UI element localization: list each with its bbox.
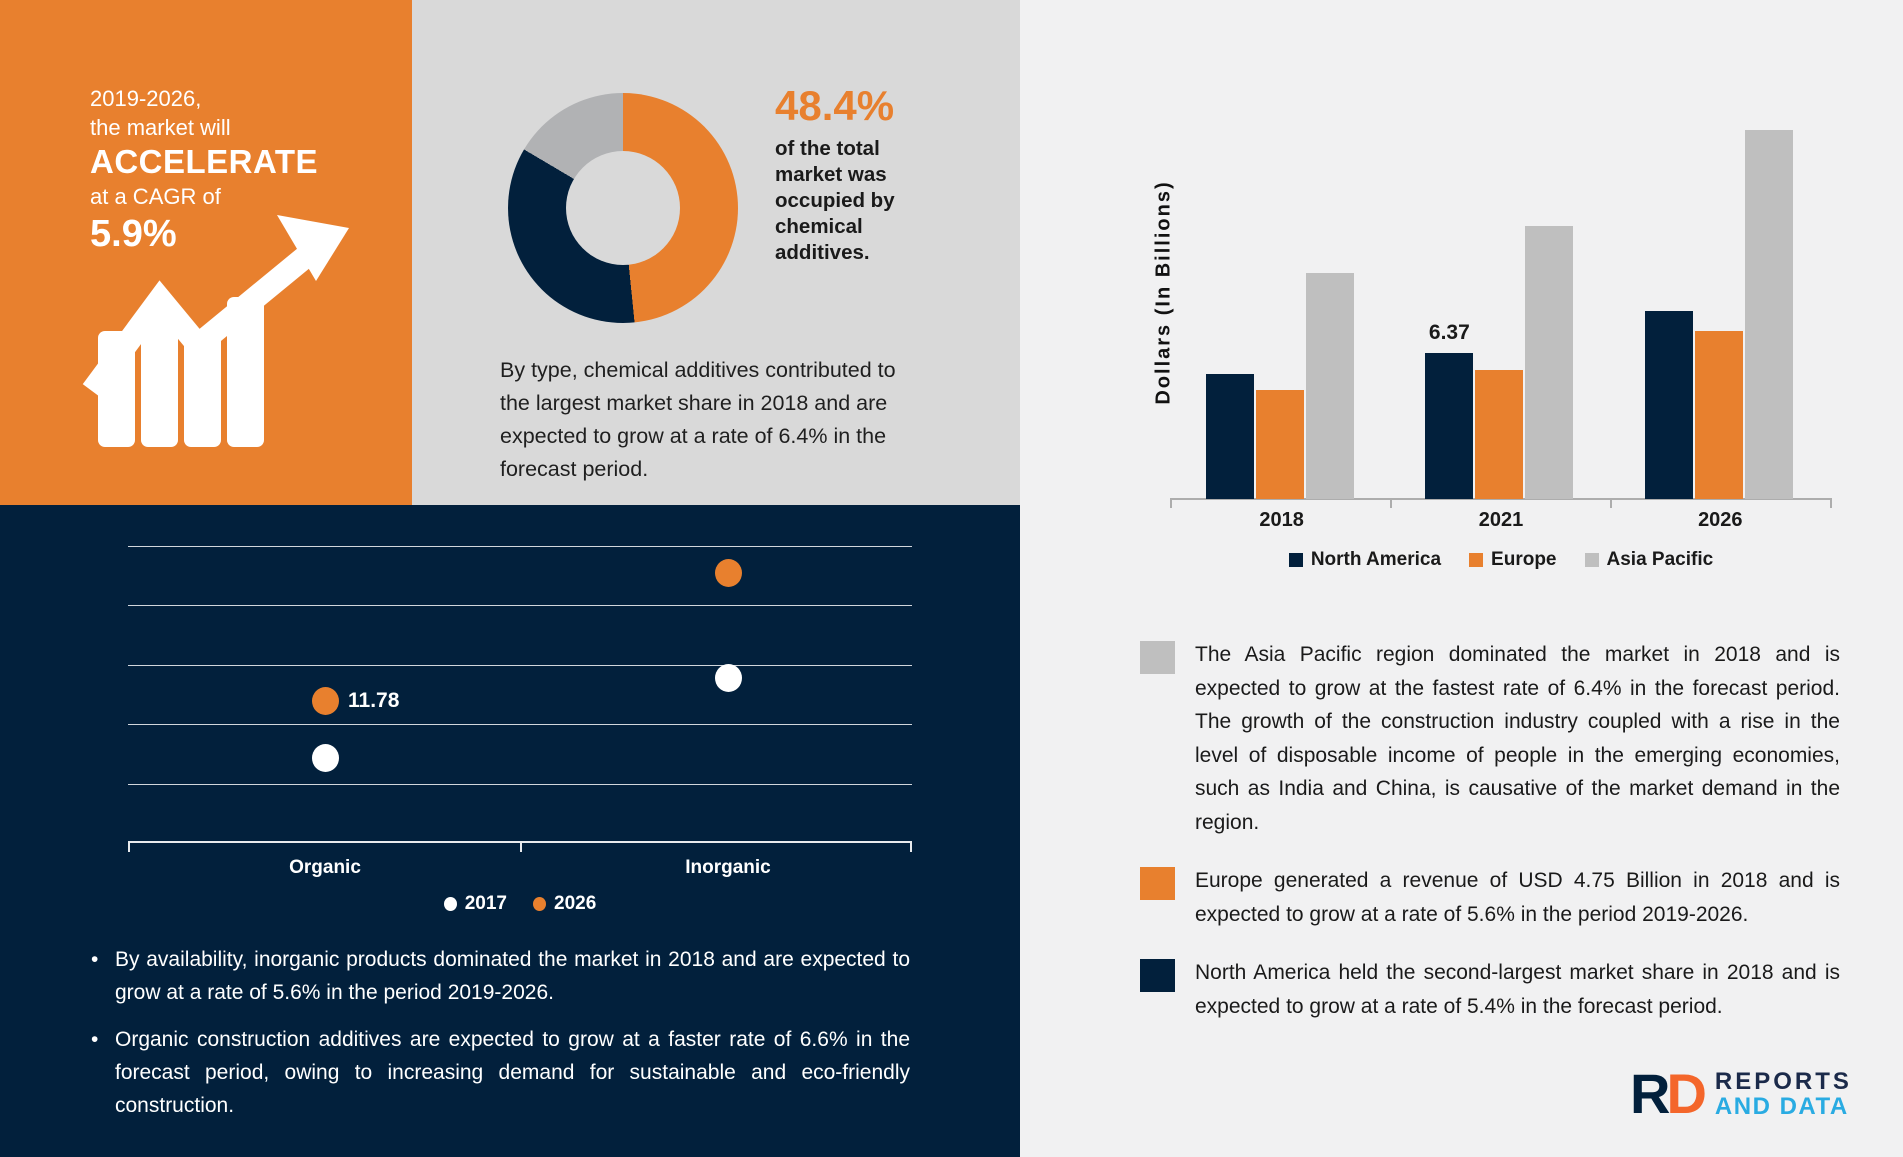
legend-dot-2026 [533,897,546,911]
promo-accelerate: ACCELERATE [90,143,319,180]
legend-item-north-america: North America [1288,549,1442,571]
bar-asia-pacific-2021 [1525,226,1574,499]
insight-text-europe: Europe generated a revenue of USD 4.75 B… [1195,869,1840,926]
insight-north-america: North America held the second-largest ma… [1140,956,1840,1023]
bar-europe-2021 [1475,369,1524,499]
axis-tick [520,843,522,852]
promo-cagr-value: 5.9% [90,213,177,255]
bar-chart-axis [1170,498,1832,500]
gridline [128,546,912,547]
insight-text-north-america: North America held the second-largest ma… [1195,961,1840,1018]
bar-plot: 6.37 [1170,105,1832,508]
insight-swatch-north-america [1140,959,1175,992]
legend-swatch-asia-pacific [1584,553,1599,567]
dot-2017-organic [312,744,339,773]
promo-market-will: the market will [90,115,231,140]
axis-tick [1390,500,1392,508]
regional-insights: The Asia Pacific region dominated the ma… [1140,638,1840,1048]
legend-item-asia-pacific: Asia Pacific [1584,549,1714,571]
insight-swatch-asia-pacific [1140,641,1175,674]
dot-plot-legend: 2017 2026 [128,893,912,915]
axis-tick [128,843,130,852]
category-label-organic: Organic [289,857,361,878]
xlabel-2026: 2026 [1698,509,1743,531]
insight-swatch-europe [1140,867,1175,900]
legend-label-north-america: North America [1310,549,1442,570]
axis-tick [1610,500,1612,508]
type-share-caption: of the total market was occupied by chem… [775,137,895,264]
axis-tick [910,843,912,852]
logo-wordmark: REPORTS AND DATA [1715,1069,1852,1119]
xlabel-2018: 2018 [1259,509,1304,531]
bar-data-label: 6.37 [1428,321,1470,344]
logo-letter-r: R [1630,1062,1671,1125]
bullet-organic: Organic construction additives are expec… [88,1023,910,1122]
category-label-inorganic: Inorganic [685,857,771,878]
legend-label-2026: 2026 [554,893,597,914]
availability-bullets: By availability, inorganic products domi… [88,943,910,1136]
bullet-inorganic: By availability, inorganic products domi… [88,943,910,1009]
bar-north-america-2021 [1425,353,1474,499]
gridline [128,783,912,785]
gridline [128,605,912,607]
logo-letter-d: D [1666,1062,1707,1125]
bar-north-america-2018 [1206,374,1254,499]
dot-plot-axis [128,841,912,843]
bar-chart-xlabels: 2018 2021 2026 [1172,509,1830,532]
axis-tick [1830,500,1832,508]
promo-years: 2019-2026, [90,86,202,111]
legend-label-2017: 2017 [464,893,507,914]
dot-value-label: 11.78 [348,689,400,713]
donut-chart [508,93,738,323]
bar-chart-legend: North America Europe Asia Pacific [1172,549,1830,571]
legend-dot-2017 [443,897,457,911]
axis-tick [1170,500,1172,508]
reports-and-data-logo: RD REPORTS AND DATA [1630,1066,1852,1122]
logo-reports: REPORTS [1714,1068,1852,1095]
availability-content: 11.78 Organic Inorganic 2017 2026 By ava… [0,505,1020,1157]
dot-2026-organic [312,687,339,716]
dot-plot: 11.78 [128,520,912,852]
dot-2026-inorganic [715,558,742,587]
bar-asia-pacific-2026 [1744,130,1793,499]
cagr-headline: 2019-2026, the market will ACCELERATE at… [90,84,318,257]
legend-label-asia-pacific: Asia Pacific [1606,549,1714,570]
legend-item-2026: 2026 [533,893,596,915]
bar-north-america-2026 [1644,311,1693,499]
legend-label-europe: Europe [1491,549,1557,570]
xlabel-2021: 2021 [1478,509,1524,531]
bar-europe-2018 [1256,390,1304,499]
promo-at-cagr: at a CAGR of [90,184,221,209]
legend-swatch-north-america [1288,553,1303,567]
insight-text-asia-pacific: The Asia Pacific region dominated the ma… [1195,643,1840,834]
type-paragraph: By type, chemical additives contributed … [500,358,896,481]
logo-mark: RD [1630,1066,1707,1122]
insight-europe: Europe generated a revenue of USD 4.75 B… [1140,864,1840,931]
gridline [128,664,912,666]
gridline [128,724,912,726]
insight-asia-pacific: The Asia Pacific region dominated the ma… [1140,638,1840,839]
bar-asia-pacific-2018 [1306,273,1354,499]
bar-europe-2026 [1694,330,1743,499]
dot-2017-inorganic [715,664,742,693]
growth-arrow-icon [82,215,349,447]
logo-and-data: AND DATA [1714,1093,1849,1120]
legend-item-europe: Europe [1469,549,1557,571]
type-share-headline: 48.4% of the total market was occupied b… [775,82,985,266]
type-share-value: 48.4% [775,82,895,129]
legend-item-2017: 2017 [443,893,507,915]
legend-swatch-europe [1469,553,1484,567]
